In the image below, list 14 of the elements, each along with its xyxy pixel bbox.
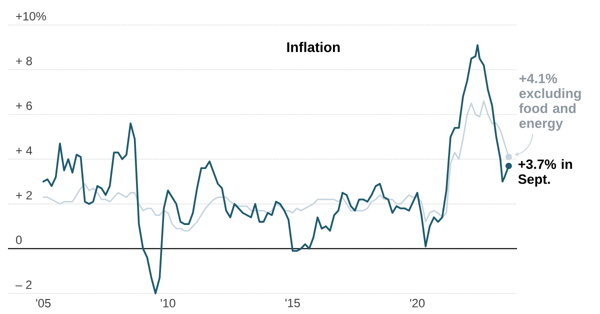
text: Inflation: [287, 42, 340, 52]
annotation: +3.7% in Sept.: [518, 159, 572, 187]
x-tick-label: '05: [36, 298, 51, 308]
x-tick-label: '10: [160, 298, 176, 308]
y-tick-label: + 8: [16, 56, 32, 66]
y-tick-label: 0: [16, 236, 22, 244]
annotation: +4.1% excluding food and energy: [519, 74, 581, 131]
y-tick-label: +10%: [16, 12, 46, 20]
x-tick-label: '15: [285, 298, 300, 308]
x-tick-label: '20: [410, 298, 425, 308]
y-tick-label: – 2: [16, 280, 32, 289]
y-tick-label: + 6: [16, 101, 32, 110]
y-tick-label: + 2: [16, 191, 32, 200]
y-tick-label: + 4: [16, 146, 32, 155]
